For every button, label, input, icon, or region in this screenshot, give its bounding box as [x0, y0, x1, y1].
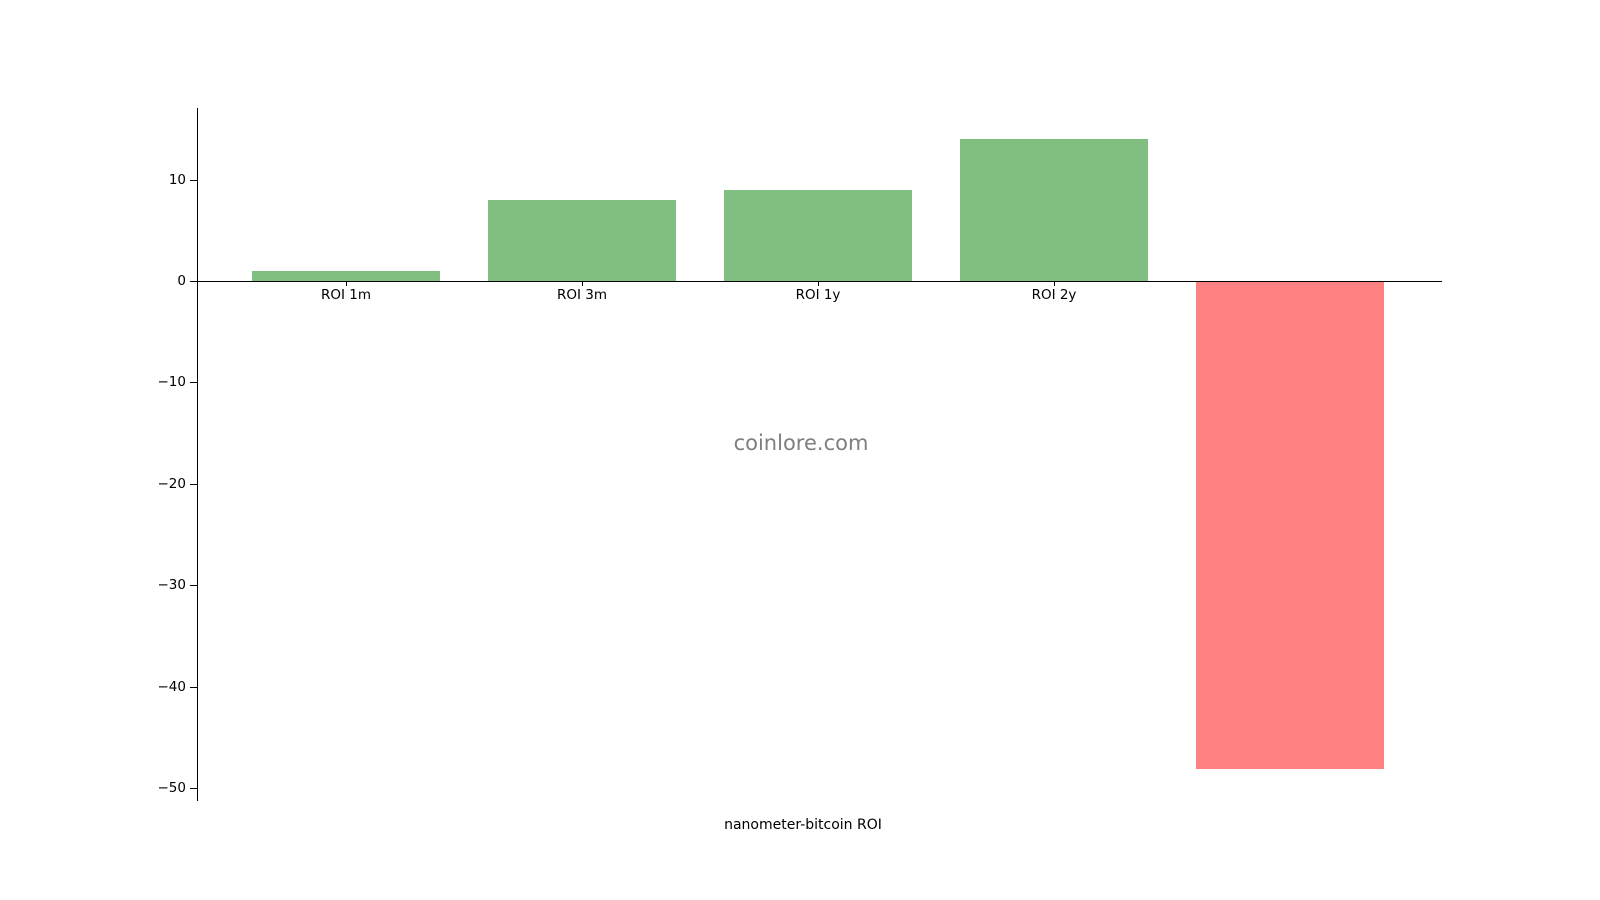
- y-tick-mark: [190, 382, 197, 384]
- y-tick-label: −10: [157, 374, 187, 391]
- x-tick-mark: [818, 281, 819, 286]
- y-tick-mark: [190, 281, 197, 282]
- y-tick-mark: [190, 179, 197, 181]
- bar-roi-1m: [252, 270, 440, 281]
- y-tick-label: −40: [157, 678, 187, 695]
- y-tick-mark: [190, 585, 197, 587]
- y-tick-label: −20: [157, 475, 187, 492]
- x-tick-mark: [1054, 281, 1055, 286]
- x-tick-label: ROI 3m: [556, 287, 608, 303]
- chart-title: nanometer-bitcoin ROI: [724, 817, 882, 833]
- y-tick-mark: [190, 788, 197, 789]
- x-tick-label: ROI 1m: [320, 287, 372, 303]
- watermark-text: coinlore.com: [733, 431, 869, 455]
- x-tick-label: ROI 1y: [795, 287, 841, 303]
- bar-roi-3m: [488, 199, 676, 281]
- y-tick-label: −30: [157, 577, 187, 594]
- bar-roi-1y: [724, 189, 912, 281]
- x-axis-zero-line: [197, 281, 1442, 282]
- x-tick-mark: [346, 281, 347, 286]
- x-tick-mark: [582, 281, 583, 286]
- x-tick-label: ROI 2y: [1031, 287, 1077, 303]
- y-tick-mark: [190, 483, 197, 485]
- bar-roi-2y: [960, 139, 1148, 281]
- y-tick-mark: [190, 686, 197, 688]
- y-tick-label: 0: [177, 273, 186, 289]
- y-tick-label: 10: [168, 171, 186, 188]
- bar-unlabeled: [1196, 282, 1384, 769]
- y-tick-label: −50: [157, 780, 187, 796]
- y-axis-spine: [197, 108, 198, 801]
